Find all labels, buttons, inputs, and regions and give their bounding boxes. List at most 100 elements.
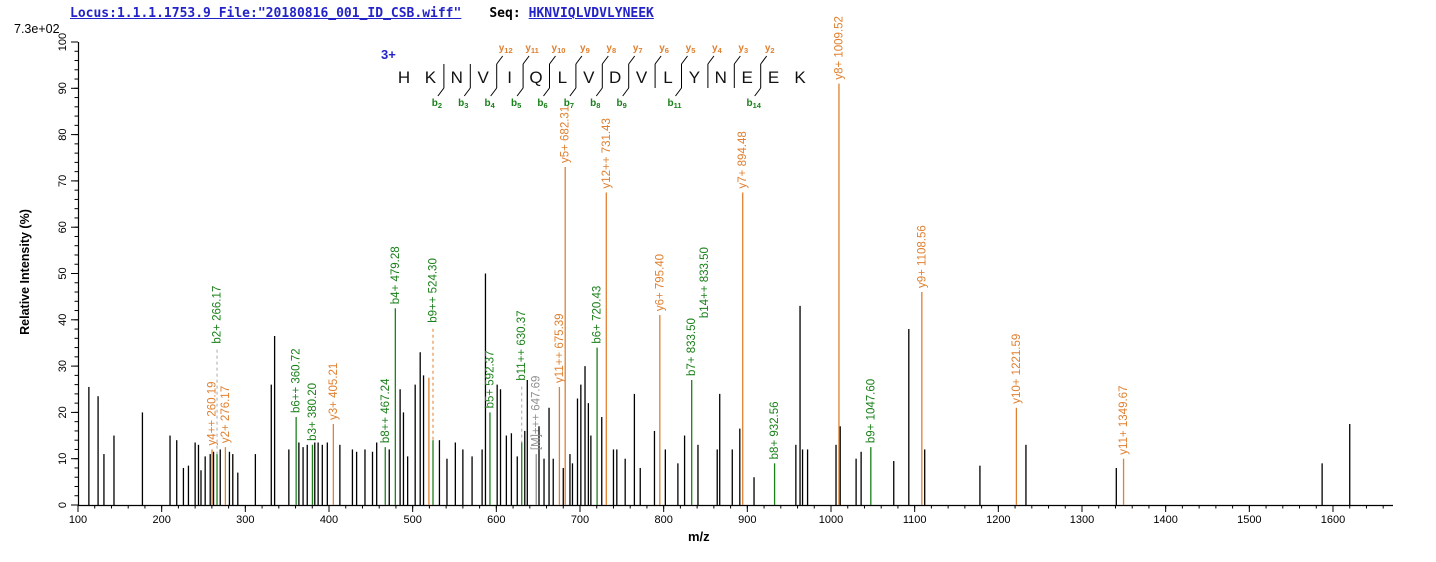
sequence-residue: Y bbox=[689, 68, 700, 87]
sequence-residue: V bbox=[636, 68, 648, 87]
peak-label: y6+ 795.40 bbox=[654, 254, 666, 311]
x-tick-label: 200 bbox=[152, 514, 170, 526]
peak-label: b5+ 592.37 bbox=[484, 351, 496, 409]
fragment-ion-label: b3 bbox=[458, 98, 468, 110]
b-ion-tick bbox=[754, 87, 762, 97]
y-ion-tick bbox=[707, 55, 715, 65]
peak-label: b7+ 833.50 bbox=[686, 318, 698, 376]
x-tick-label: 900 bbox=[738, 514, 756, 526]
y-ion-tick bbox=[681, 55, 688, 65]
sequence-residue: I bbox=[507, 68, 512, 87]
fragment-ion-label: b6 bbox=[537, 98, 547, 110]
fragment-ion-label: b4 bbox=[485, 98, 496, 110]
peak-label: b11++ 630.37 bbox=[516, 310, 528, 380]
fragment-ion-label: y10 bbox=[552, 43, 566, 55]
y-tick-label: 50 bbox=[57, 267, 69, 279]
peak-label: y11++ 675.39 bbox=[554, 313, 566, 383]
peak-label: y5+ 682.31 bbox=[560, 106, 572, 163]
peak-label: y3+ 405.21 bbox=[328, 363, 340, 420]
sequence-residue: D bbox=[609, 68, 621, 87]
y-ion-tick bbox=[733, 55, 741, 65]
b-ion-tick bbox=[569, 87, 577, 97]
b-ion-tick bbox=[490, 87, 498, 97]
peak-label: b3+ 380.20 bbox=[307, 383, 319, 441]
x-tick-label: 1300 bbox=[1070, 514, 1094, 526]
fragment-ion-label: y4 bbox=[712, 43, 723, 55]
x-tick-label: 1000 bbox=[819, 514, 843, 526]
sequence-residue: E bbox=[768, 68, 779, 87]
sequence-residue: Q bbox=[529, 68, 542, 87]
x-tick-label: 800 bbox=[654, 514, 672, 526]
y-tick-label: 30 bbox=[57, 360, 69, 372]
peak-label: b14++ 833.50 bbox=[699, 247, 711, 318]
precursor-charge-label: 3+ bbox=[381, 47, 396, 62]
x-tick-label: 300 bbox=[236, 514, 254, 526]
b-ion-tick bbox=[543, 87, 550, 97]
y-tick-label: 70 bbox=[57, 175, 69, 187]
peak-label: b6+ 720.43 bbox=[592, 286, 604, 344]
peak-label: y12++ 731.43 bbox=[601, 118, 613, 188]
fragment-ion-label: y5 bbox=[686, 43, 696, 55]
x-tick-label: 1500 bbox=[1237, 514, 1261, 526]
y-axis-title: Relative Intensity (%) bbox=[18, 209, 32, 335]
y-tick-label: 40 bbox=[57, 314, 69, 326]
sequence-residue: V bbox=[583, 68, 595, 87]
fragment-ion-label: y7 bbox=[633, 43, 643, 55]
sequence-residue: E bbox=[742, 68, 753, 87]
seq-label: Seq: bbox=[489, 6, 521, 21]
fragment-ion-label: y11 bbox=[525, 43, 539, 55]
x-tick-label: 1600 bbox=[1321, 514, 1345, 526]
y-tick-label: 100 bbox=[57, 33, 69, 51]
b-ion-tick bbox=[622, 87, 630, 97]
header: Locus:1.1.1.1753.9 File:"20180816_001_ID… bbox=[70, 6, 654, 21]
fragment-ion-label: b5 bbox=[511, 98, 521, 110]
fragment-ion-label: y8 bbox=[606, 43, 616, 55]
fragment-ion-label: y3 bbox=[738, 43, 748, 55]
sequence-residue: L bbox=[558, 68, 567, 87]
peak-label: b6++ 360.72 bbox=[291, 348, 303, 413]
peak-label: y9+ 1108.56 bbox=[916, 225, 928, 288]
x-tick-label: 600 bbox=[487, 514, 505, 526]
x-tick-label: 500 bbox=[403, 514, 421, 526]
peak-label: y4++ 260.19 bbox=[207, 381, 219, 445]
y-ion-tick bbox=[575, 55, 583, 65]
intensity-scale-label: 7.3e+02 bbox=[14, 22, 60, 36]
x-tick-label: 1200 bbox=[986, 514, 1010, 526]
fragment-ion-label: b8 bbox=[590, 98, 600, 110]
fragment-ion-label: b2 bbox=[432, 98, 442, 110]
sequence-text: HKNVIQLVDVLYNEEK bbox=[528, 6, 654, 21]
peak-label: y10+ 1221.59 bbox=[1011, 334, 1023, 404]
peak-label: b8+ 932.56 bbox=[769, 401, 781, 459]
y-tick-label: 60 bbox=[57, 221, 69, 233]
sequence-residue: K bbox=[425, 68, 437, 87]
x-tick-label: 1100 bbox=[903, 514, 927, 526]
sequence-residue: K bbox=[794, 68, 806, 87]
fragment-ion-label: b14 bbox=[746, 98, 761, 110]
peak-label: [M]+++ 647.69 bbox=[531, 376, 543, 451]
fragment-ion-label: b11 bbox=[667, 98, 681, 110]
sequence-residue: N bbox=[451, 68, 463, 87]
y-ion-tick bbox=[760, 55, 768, 65]
y-tick-label: 0 bbox=[57, 502, 69, 508]
sequence-residue: N bbox=[715, 68, 727, 87]
y-ion-tick bbox=[522, 55, 530, 65]
peak-label: y2+ 276.17 bbox=[220, 386, 232, 443]
peak-label: b4+ 479.28 bbox=[390, 246, 402, 304]
sequence-residue: V bbox=[478, 68, 490, 87]
fragment-ion-label: b9 bbox=[617, 98, 627, 110]
locus-file-text: Locus:1.1.1.1753.9 File:"20180816_001_ID… bbox=[70, 6, 462, 21]
peak-label: b8++ 467.24 bbox=[380, 378, 392, 443]
fragment-ion-label: b7 bbox=[564, 98, 574, 110]
y-tick-label: 90 bbox=[57, 82, 69, 94]
b-ion-tick bbox=[437, 87, 445, 97]
y-ion-tick bbox=[496, 55, 504, 65]
peak-label: b9+ 1047.60 bbox=[865, 379, 877, 443]
b-ion-tick bbox=[675, 87, 682, 97]
fragment-ion-label: y6 bbox=[659, 43, 669, 55]
y-ion-tick bbox=[549, 55, 556, 65]
sequence-residue: H bbox=[398, 68, 410, 87]
fragment-ion-label: y12 bbox=[499, 43, 513, 55]
x-tick-label: 1400 bbox=[1153, 514, 1177, 526]
peak-label: y8+ 1009.52 bbox=[833, 16, 845, 80]
b-ion-tick bbox=[516, 87, 524, 97]
